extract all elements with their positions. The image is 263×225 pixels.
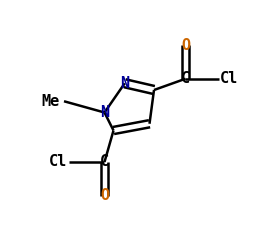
Text: C: C: [181, 71, 190, 86]
Text: C: C: [100, 155, 109, 169]
Text: Me: Me: [41, 94, 59, 109]
Text: O: O: [181, 38, 190, 52]
Text: O: O: [100, 188, 109, 203]
Text: N: N: [100, 105, 109, 120]
Text: N: N: [120, 76, 129, 91]
Text: Cl: Cl: [220, 71, 239, 86]
Text: Cl: Cl: [49, 155, 67, 169]
